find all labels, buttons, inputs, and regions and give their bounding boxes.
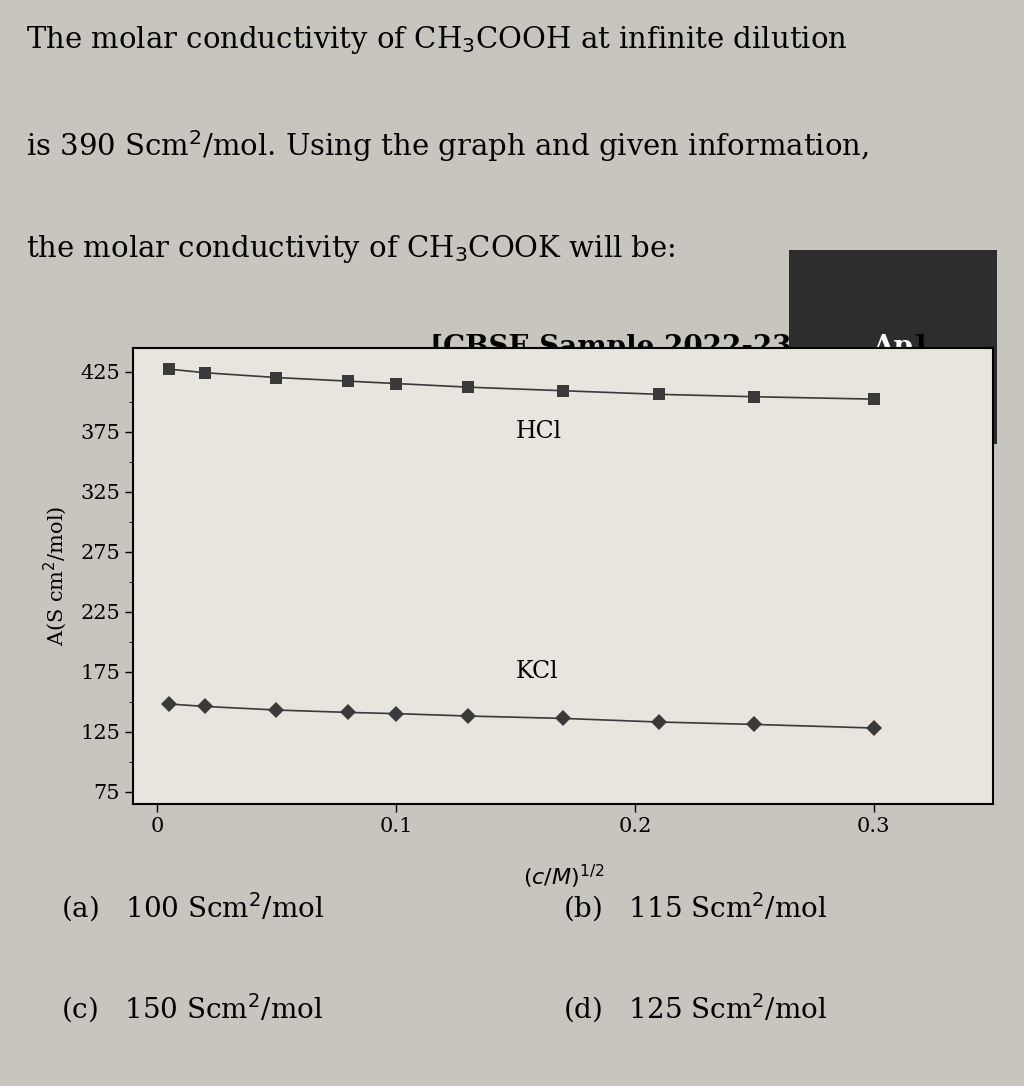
Text: (c)   150 Scm$^2$/mol: (c) 150 Scm$^2$/mol (61, 990, 324, 1024)
Text: $(c/M)^{1/2}$: $(c/M)^{1/2}$ (522, 863, 604, 892)
Text: KCl: KCl (515, 659, 558, 683)
Text: (b)   115 Scm$^2$/mol: (b) 115 Scm$^2$/mol (563, 891, 827, 924)
Text: (d)   125 Scm$^2$/mol: (d) 125 Scm$^2$/mol (563, 990, 827, 1024)
Text: Ap: Ap (872, 333, 913, 361)
Text: ]: ] (914, 333, 928, 361)
Text: HCl: HCl (515, 419, 561, 442)
Text: the molar conductivity of CH$_3$COOK will be:: the molar conductivity of CH$_3$COOK wil… (26, 232, 675, 265)
Y-axis label: A(S cm$^2$/mol): A(S cm$^2$/mol) (41, 505, 69, 646)
Text: [CBSE Sample 2022-23,: [CBSE Sample 2022-23, (430, 333, 811, 361)
Text: (a)   100 Scm$^2$/mol: (a) 100 Scm$^2$/mol (61, 891, 325, 924)
Text: The molar conductivity of CH$_3$COOH at infinite dilution: The molar conductivity of CH$_3$COOH at … (26, 24, 847, 56)
Text: is 390 Scm$^2$/mol. Using the graph and given information,: is 390 Scm$^2$/mol. Using the graph and … (26, 128, 868, 164)
